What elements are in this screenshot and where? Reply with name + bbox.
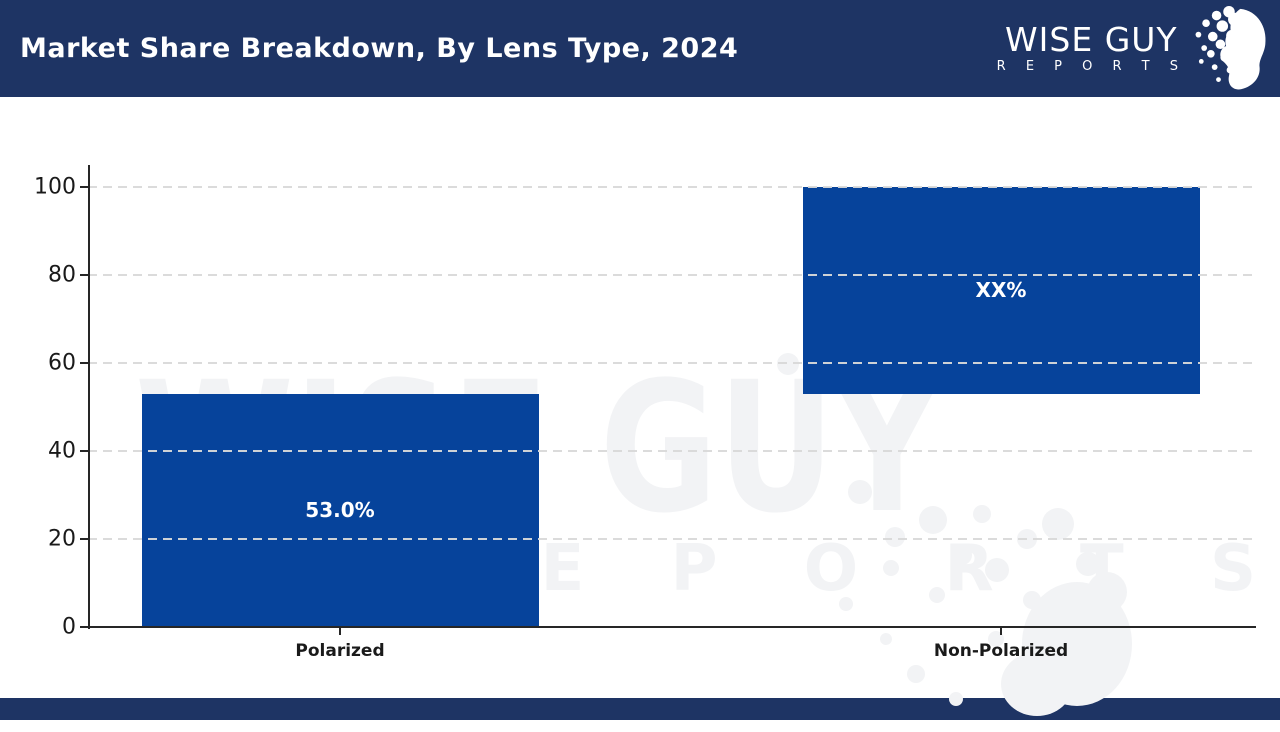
y-axis-line [88, 165, 90, 629]
y-tick-mark-100 [80, 186, 88, 188]
gridline-80 [88, 274, 1256, 276]
y-tick-label-0: 0 [62, 614, 76, 640]
gridline-40 [88, 450, 1256, 452]
gridline-100 [88, 186, 1256, 188]
y-tick-mark-80 [80, 274, 88, 276]
chart-canvas: WISE GUY R E P O R T S 02040608010053.0%… [0, 97, 1280, 716]
logo-face-icon [1195, 5, 1266, 89]
x-category-label-non-polarized: Non-Polarized [933, 641, 1069, 661]
y-tick-label-80: 80 [48, 262, 76, 288]
y-tick-mark-20 [80, 538, 88, 540]
logo-text: WISE GUY R E P O R T S [996, 19, 1186, 75]
bar-polarized [141, 393, 539, 627]
y-tick-label-60: 60 [48, 350, 76, 376]
gridline-20 [88, 538, 1256, 540]
wise-guy-reports-logo: WISE GUY R E P O R T S [996, 5, 1280, 92]
x-tick-mark-polarized [339, 628, 341, 635]
bar-value-label-polarized: 53.0% [305, 498, 375, 523]
logo-wordmark: WISE GUY [1005, 19, 1178, 59]
y-tick-mark-60 [80, 362, 88, 364]
watermark-dots-graphic [777, 353, 1132, 716]
x-tick-mark-non-polarized [1000, 628, 1002, 635]
logo-subtext: R E P O R T S [996, 59, 1186, 75]
y-tick-label-40: 40 [48, 438, 76, 464]
bar-non-polarized [802, 187, 1200, 394]
header-bar: Market Share Breakdown, By Lens Type, 20… [0, 0, 1280, 97]
x-axis-line [88, 626, 1256, 628]
y-tick-mark-0 [80, 626, 88, 628]
gridline-60 [88, 362, 1256, 364]
y-tick-label-20: 20 [48, 526, 76, 552]
y-tick-mark-40 [80, 450, 88, 452]
x-category-label-polarized: Polarized [295, 641, 385, 661]
page-title: Market Share Breakdown, By Lens Type, 20… [20, 33, 739, 64]
bar-value-label-non-polarized: XX% [975, 278, 1027, 303]
y-tick-label-100: 100 [34, 174, 76, 200]
